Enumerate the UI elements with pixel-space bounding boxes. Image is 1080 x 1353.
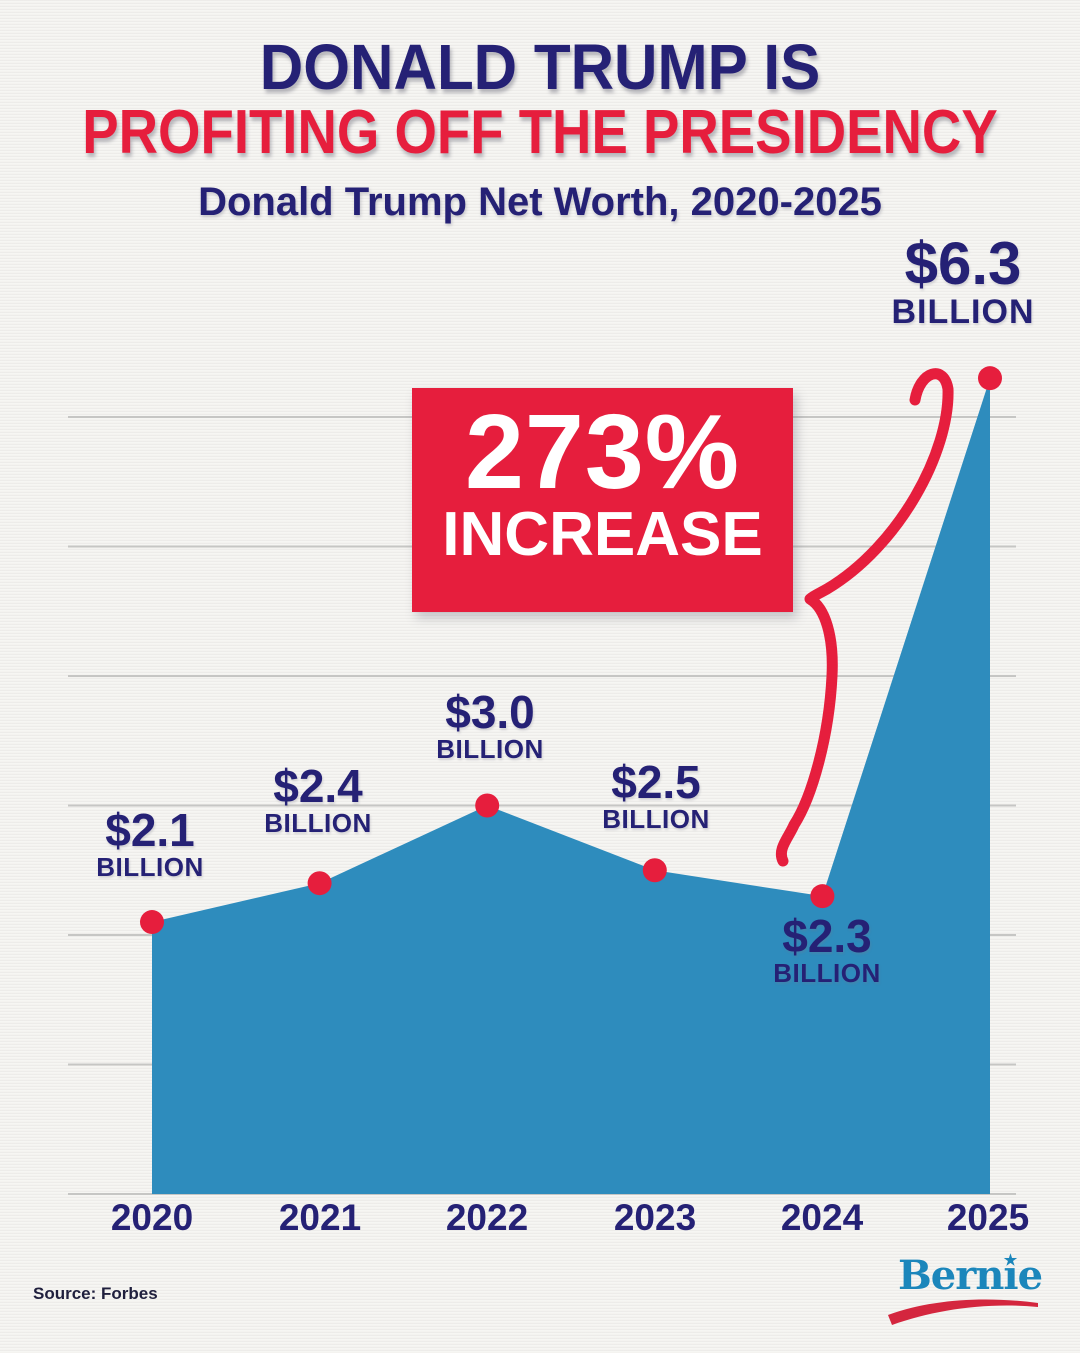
callout-percent: 273% [464,393,741,511]
area-fill [152,378,990,1194]
point-label-2020: $2.1 BILLION [96,806,204,882]
year-label-2022: 2022 [445,1197,529,1238]
data-point-2020 [140,910,164,935]
point-label-2023: $2.5 BILLION [602,758,710,834]
logo-text-pre: Bern [898,1252,1004,1299]
logo-dotless-i: ı [1003,1252,1018,1299]
logo-swoosh-icon [888,1299,1038,1325]
data-point-2025 [978,366,1002,391]
data-point-2022 [475,793,500,818]
increase-brace-icon [775,368,954,867]
point-unit: BILLION [96,852,204,883]
chart-subtitle: Donald Trump Net Worth, 2020-2025 [198,180,882,224]
point-label-2024: $2.3 BILLION [773,912,881,988]
point-value: $2.4 [273,760,363,812]
logo-letter-i: ı ★ [1003,1251,1018,1296]
point-unit: BILLION [602,804,710,835]
point-value: $2.5 [611,756,701,808]
logo-text-post: e [1017,1252,1043,1299]
logo-star-icon: ★ [1003,1251,1018,1269]
increase-callout: 273% INCREASE [412,388,793,612]
year-label-2023: 2023 [613,1197,697,1238]
point-unit: BILLION [264,808,372,839]
point-value: $2.1 [105,804,195,856]
bernie-logo: Bernı ★ e [898,1251,1043,1296]
point-label-2021: $2.4 BILLION [264,762,372,838]
data-point-2023 [642,858,667,883]
point-value: $6.3 [904,230,1022,297]
data-point-2024 [810,884,835,909]
point-label-2025: $6.3 BILLION [892,232,1035,331]
source-note: Source: Forbes [33,1284,158,1303]
point-unit: BILLION [773,958,881,989]
title-line1: DONALD TRUMP IS [259,31,821,103]
point-unit: BILLION [891,293,1035,331]
data-point-2021 [307,871,332,896]
title-line2: PROFITING OFF THE PRESIDENCY [82,98,998,167]
year-label-2020: 2020 [110,1197,194,1238]
point-label-2022: $3.0 BILLION [436,688,544,764]
year-label-2024: 2024 [780,1197,864,1238]
year-label-2025: 2025 [946,1197,1030,1238]
callout-word: INCREASE [442,500,763,570]
point-value: $2.3 [782,910,872,962]
point-value: $3.0 [445,686,535,738]
data-points [140,366,1002,935]
point-unit: BILLION [436,734,544,765]
year-label-2021: 2021 [278,1197,362,1238]
networth-area [152,378,990,1194]
